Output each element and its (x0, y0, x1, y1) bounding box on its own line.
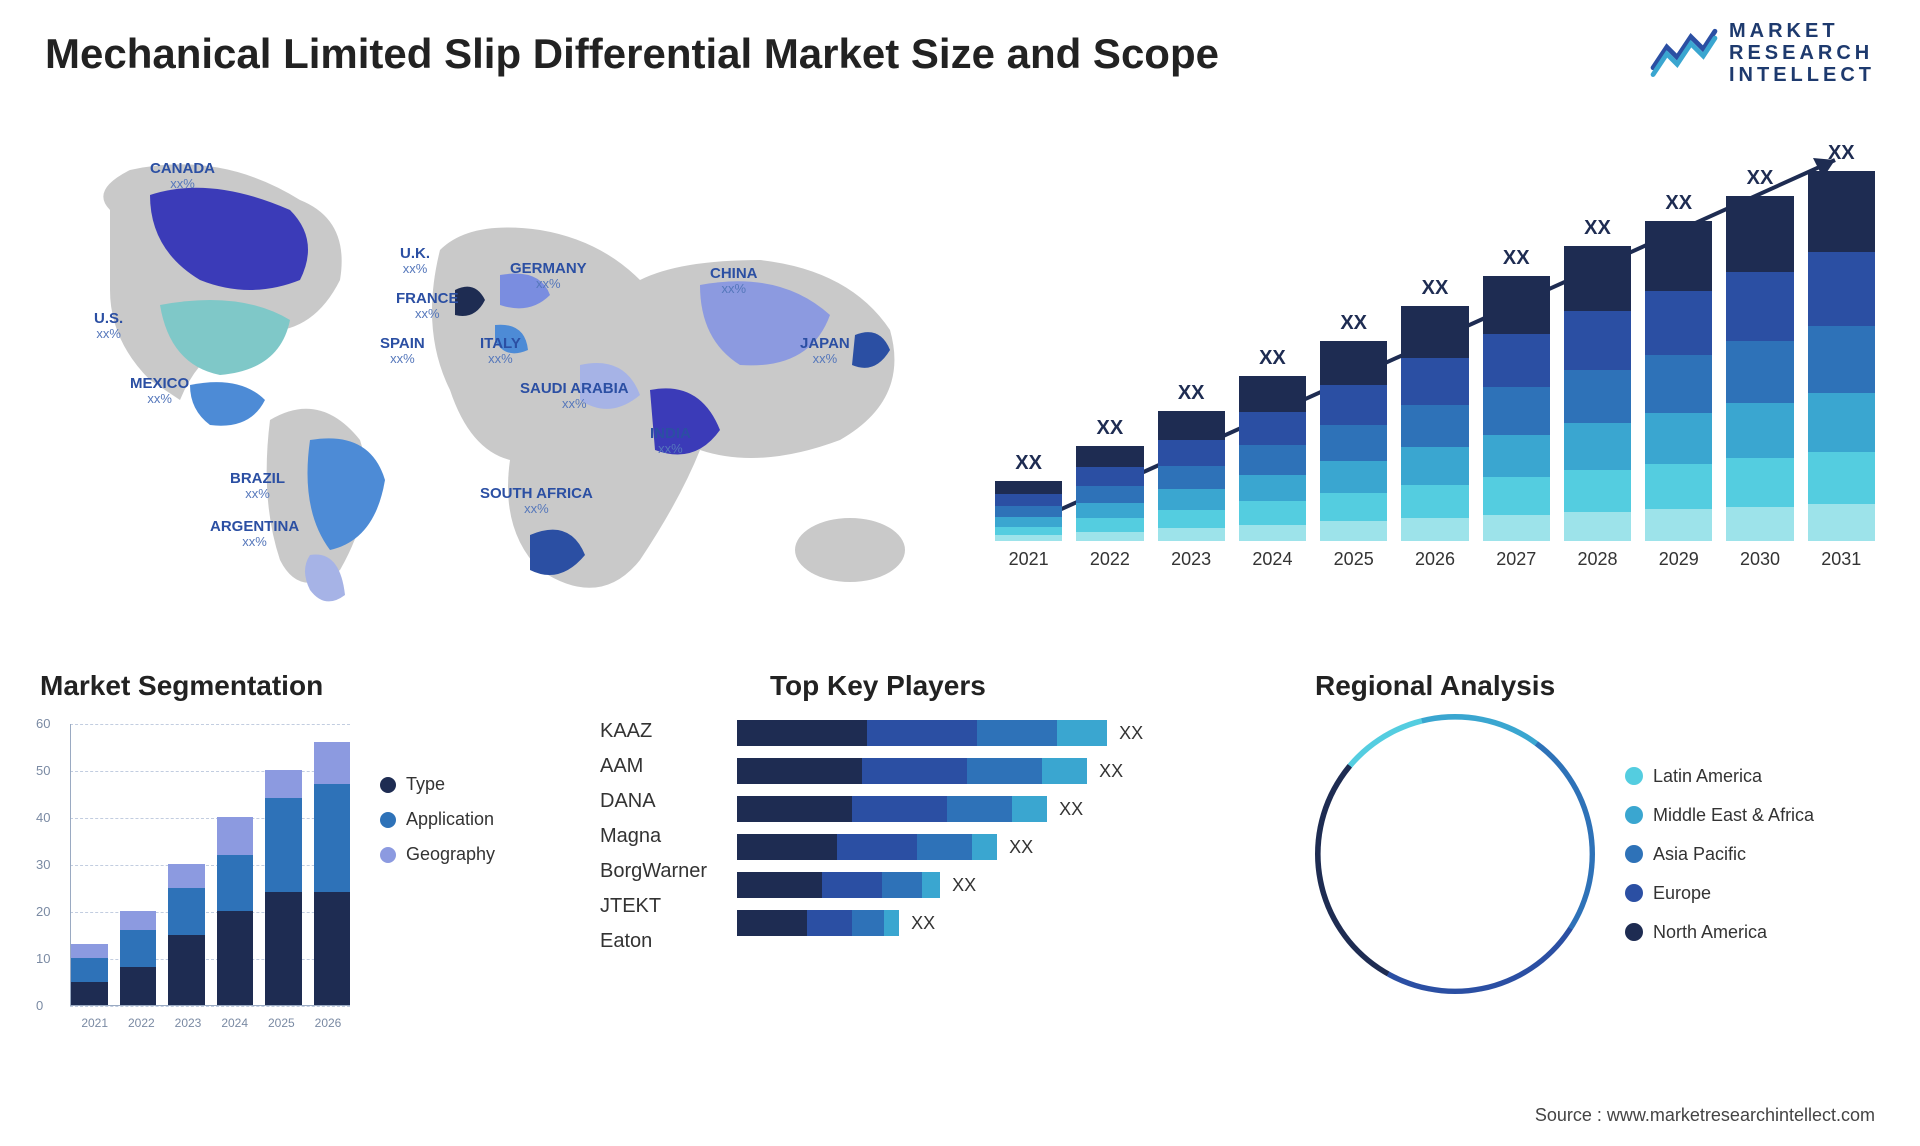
segmentation-bar-chart: 0102030405060202120222023202420252026 (40, 714, 350, 1034)
regional-analysis-panel: Regional Analysis Latin America Middle Ea… (1315, 670, 1875, 1050)
key-player-bar: XX (737, 758, 1290, 784)
map-country-label: INDIAxx% (650, 425, 691, 457)
logo-mark-icon (1649, 23, 1719, 83)
map-country-label: GERMANYxx% (510, 260, 587, 292)
page-title: Mechanical Limited Slip Differential Mar… (45, 30, 1219, 78)
segmentation-bar (314, 742, 351, 1005)
key-players-title: Top Key Players (770, 670, 1290, 702)
segmentation-bar (120, 911, 157, 1005)
key-player-name: BorgWarner (600, 860, 707, 883)
map-country-label: MEXICOxx% (130, 375, 189, 407)
map-country-label: SAUDI ARABIAxx% (520, 380, 629, 412)
key-player-bar: XX (737, 834, 1290, 860)
legend-item: Geography (380, 844, 495, 865)
map-country-label: SOUTH AFRICAxx% (480, 485, 593, 517)
segmentation-legend: Type Application Geography (380, 714, 495, 1034)
growth-bar: XX2024 (1239, 347, 1306, 570)
growth-bar: XX2021 (995, 452, 1062, 570)
growth-bar: XX2025 (1320, 312, 1387, 570)
key-player-bar: XX (737, 796, 1290, 822)
growth-bar: XX2026 (1401, 277, 1468, 570)
legend-item: Europe (1625, 883, 1814, 904)
key-player-name: Magna (600, 825, 707, 848)
map-country-label: FRANCExx% (396, 290, 459, 322)
key-player-bar: XX (737, 910, 1290, 936)
map-country-label: U.K.xx% (400, 245, 430, 277)
segmentation-title: Market Segmentation (40, 670, 610, 702)
map-country-label: U.S.xx% (94, 310, 123, 342)
key-player-name: DANA (600, 790, 707, 813)
growth-bar: XX2027 (1483, 247, 1550, 570)
growth-bar: XX2029 (1645, 192, 1712, 570)
brand-logo: MARKET RESEARCH INTELLECT (1649, 20, 1875, 86)
key-players-list: KAAZ AAM DANA Magna BorgWarner JTEKT Eaton (600, 714, 707, 953)
key-player-name: KAAZ (600, 720, 707, 743)
key-player-name: JTEKT (600, 895, 707, 918)
segmentation-bar (168, 864, 205, 1005)
logo-text: MARKET RESEARCH INTELLECT (1729, 20, 1875, 86)
legend-item: North America (1625, 922, 1814, 943)
map-country-label: BRAZILxx% (230, 470, 285, 502)
segmentation-bar (265, 770, 302, 1005)
growth-bar: XX2031 (1808, 142, 1875, 570)
map-country-label: SPAINxx% (380, 335, 425, 367)
growth-bar: XX2023 (1158, 382, 1225, 570)
map-country-label: ITALYxx% (480, 335, 521, 367)
growth-bar-chart: XX2021XX2022XX2023XX2024XX2025XX2026XX20… (995, 140, 1875, 610)
key-players-panel: Top Key Players KAAZAAMDANAMagnaBorgWarn… (770, 670, 1290, 1050)
growth-bar: XX2030 (1726, 167, 1793, 570)
world-map-panel: CANADAxx% U.S.xx% MEXICOxx% BRAZILxx% ARGENT… (40, 140, 960, 610)
key-players-bars: XX XX XX XX XX XX (737, 714, 1290, 953)
map-country-label: JAPANxx% (800, 335, 850, 367)
segmentation-bar (217, 817, 254, 1005)
legend-item: Middle East & Africa (1625, 805, 1814, 826)
regional-title: Regional Analysis (1315, 670, 1875, 702)
legend-item: Type (380, 774, 495, 795)
key-player-name: AAM (600, 755, 707, 778)
key-player-bar: XX (737, 720, 1290, 746)
growth-bar: XX2022 (1076, 417, 1143, 570)
legend-item: Application (380, 809, 495, 830)
map-country-label: CHINAxx% (710, 265, 758, 297)
growth-bar: XX2028 (1564, 217, 1631, 570)
map-country-label: ARGENTINAxx% (210, 518, 299, 550)
regional-legend: Latin America Middle East & Africa Asia Pa… (1625, 766, 1814, 943)
legend-item: Latin America (1625, 766, 1814, 787)
map-country-label: CANADAxx% (150, 160, 215, 192)
key-player-bar: XX (737, 872, 1290, 898)
key-player-name: Eaton (600, 930, 707, 953)
market-segmentation-panel: Market Segmentation 01020304050602021202… (40, 670, 610, 1050)
regional-donut-chart (1315, 714, 1595, 994)
legend-item: Asia Pacific (1625, 844, 1814, 865)
source-attribution: Source : www.marketresearchintellect.com (1535, 1105, 1875, 1126)
segmentation-bar (71, 944, 108, 1005)
